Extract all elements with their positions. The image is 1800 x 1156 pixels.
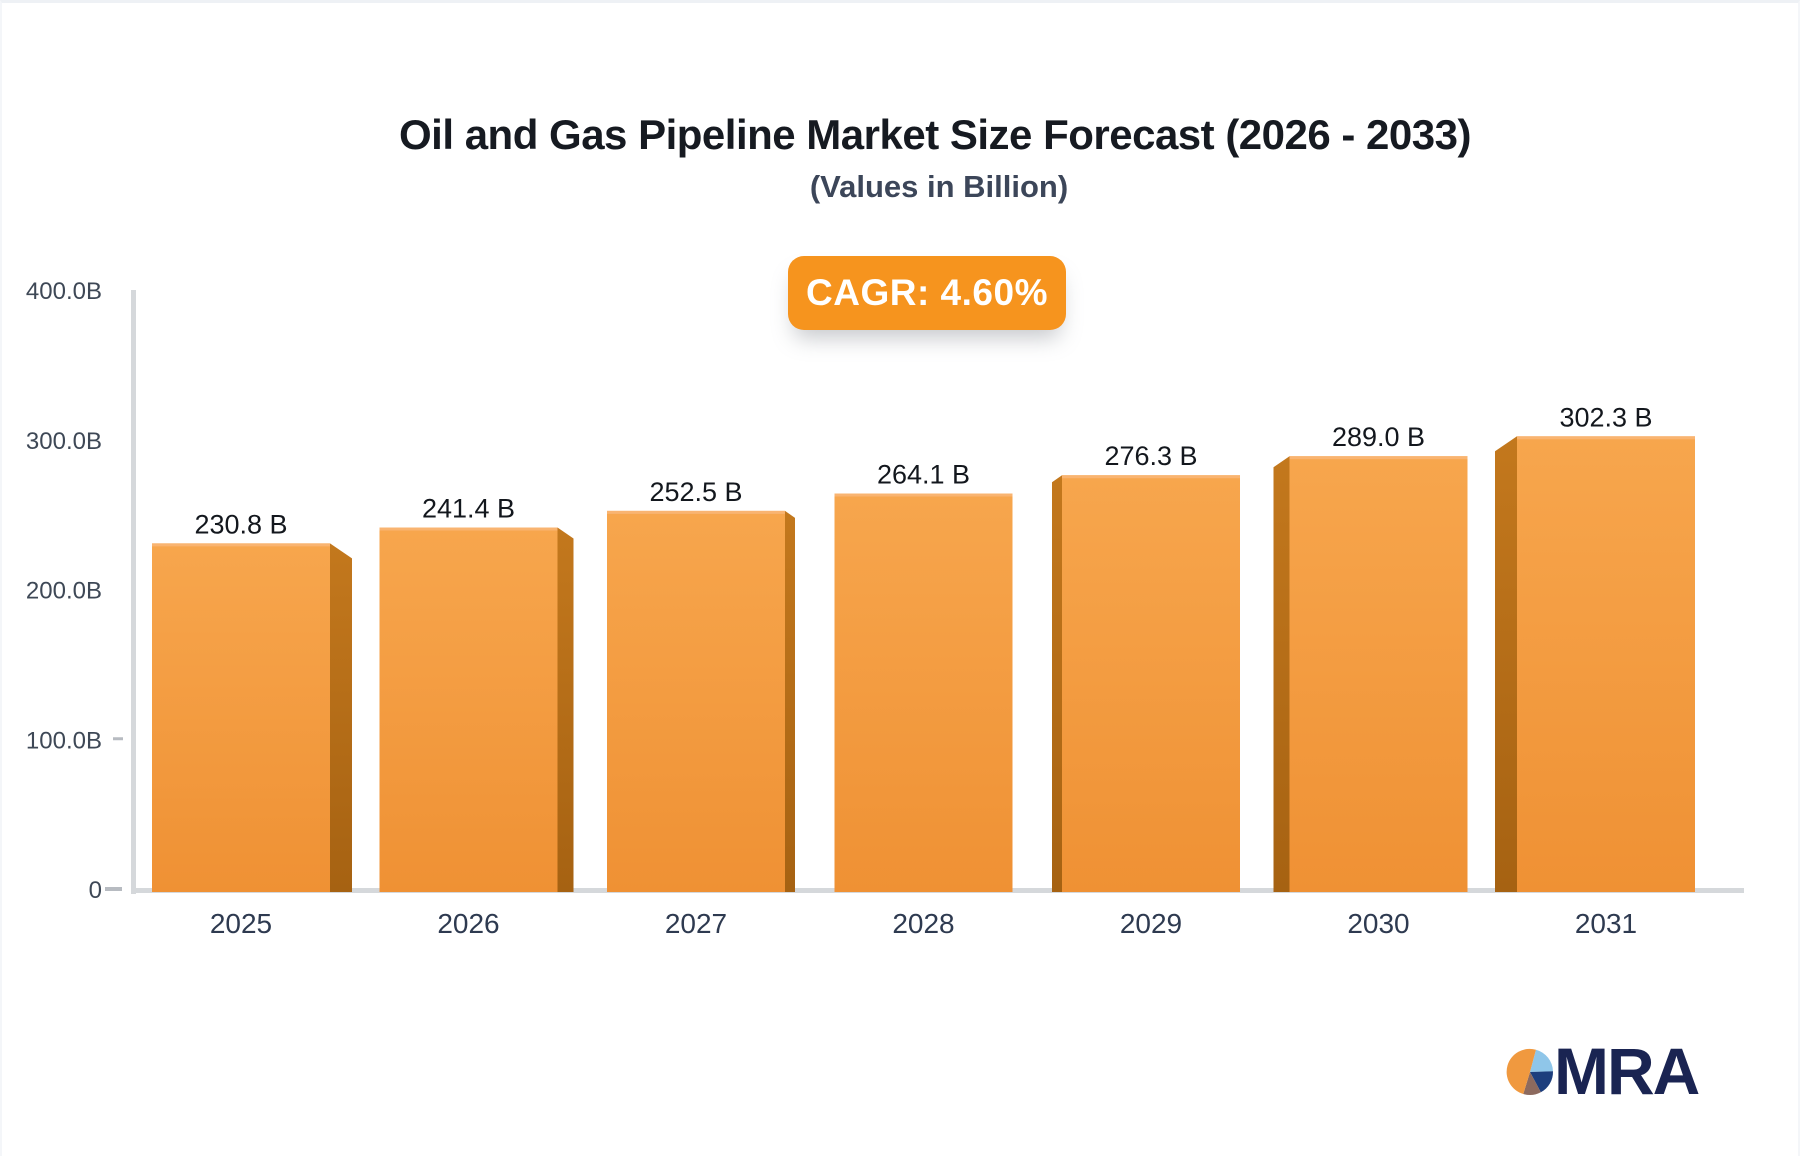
bar-2025 — [152, 543, 330, 892]
bar-value-label: 241.4 B — [422, 494, 515, 524]
y-tick-label: 300.0B — [26, 428, 102, 455]
bar-top-highlight — [379, 527, 558, 531]
bar-top-highlight — [1517, 436, 1695, 440]
bar-3d-side — [330, 543, 352, 892]
y-tick-label: 100.0B — [26, 727, 102, 754]
bar-top-highlight — [1289, 456, 1468, 460]
y-tick-mark — [105, 887, 122, 891]
bar-2030 — [1289, 456, 1468, 892]
x-tick-label: 2028 — [892, 908, 954, 939]
x-tick-label: 2029 — [1120, 908, 1182, 939]
y-tick-label: 400.0B — [26, 278, 102, 305]
bar-2028 — [834, 493, 1013, 892]
bar-3d-side — [1052, 475, 1062, 892]
cagr-badge: CAGR: 4.60% — [788, 256, 1066, 330]
bar-2027 — [607, 510, 785, 892]
y-axis-line — [131, 290, 136, 894]
chart-subtitle: (Values in Billion) — [809, 169, 1069, 204]
bar-2026 — [379, 527, 558, 892]
x-tick-label: 2025 — [210, 908, 272, 939]
bar-top-highlight — [1062, 475, 1240, 479]
bar-value-label: 230.8 B — [194, 509, 287, 539]
bar-top-highlight — [152, 543, 330, 547]
logo-pie-icon — [1506, 1048, 1554, 1095]
x-tick-label: 2027 — [665, 908, 727, 939]
x-tick-label: 2031 — [1575, 908, 1637, 939]
y-tick-label: 0 — [89, 877, 102, 904]
bar-value-label: 276.3 B — [1104, 441, 1197, 471]
x-tick-label: 2030 — [1347, 908, 1409, 939]
logo-text: MRA — [1554, 1039, 1699, 1108]
bar-top-highlight — [834, 493, 1013, 497]
bar-value-label: 264.1 B — [877, 460, 970, 490]
logo: MRA — [1506, 1039, 1701, 1108]
bar-value-label: 302.3 B — [1559, 402, 1652, 432]
x-tick-label: 2026 — [437, 908, 499, 939]
bar-3d-side — [1273, 456, 1290, 892]
bar-value-label: 252.5 B — [649, 477, 742, 507]
chart-title: Oil and Gas Pipeline Market Size Forecas… — [399, 111, 1471, 158]
bar-chart: 400.0B 300.0B 200.0B 100.0B 0 230.8 B 2025 241.… — [26, 278, 1744, 939]
bar-value-label: 289.0 B — [1332, 422, 1425, 452]
bar-2029 — [1062, 475, 1240, 892]
bar-3d-side — [557, 527, 574, 892]
bar-3d-side — [1495, 436, 1517, 892]
bar-top-highlight — [607, 510, 785, 514]
y-tick-label: 200.0B — [26, 578, 102, 605]
y-tick-mark — [113, 737, 123, 741]
bar-3d-side — [785, 510, 795, 892]
bar-2031 — [1517, 436, 1695, 892]
